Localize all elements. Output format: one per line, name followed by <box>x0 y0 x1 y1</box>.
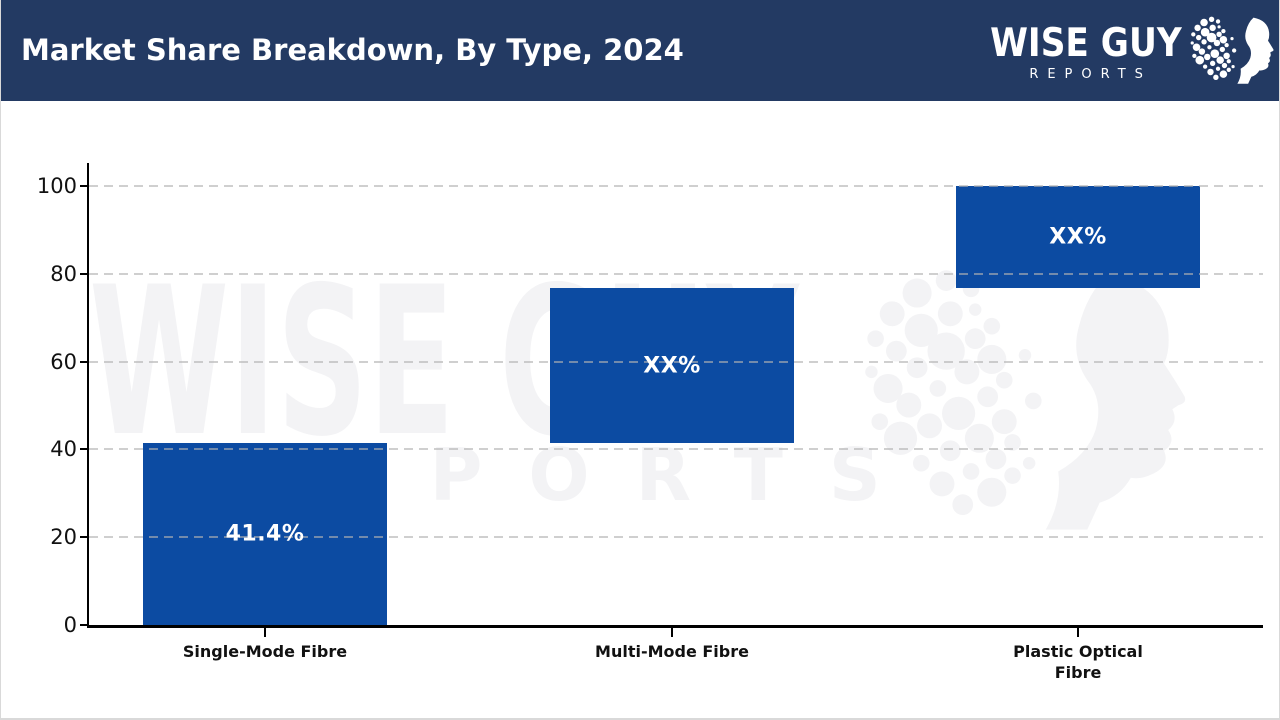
bar-3 <box>956 186 1200 288</box>
wiseguy-logo: WISE GUY REPORTS <box>977 4 1275 98</box>
category-label: Multi-Mode Fibre <box>595 641 749 662</box>
header-bar: Market Share Breakdown, By Type, 2024 WI… <box>1 0 1279 101</box>
bar-1 <box>143 443 387 625</box>
category-label-line: Multi-Mode Fibre <box>595 642 749 661</box>
y-axis-line <box>87 163 89 628</box>
gridline-80 <box>89 272 1263 275</box>
y-axis-tick-0 <box>80 624 89 626</box>
y-axis-tick-60 <box>80 360 89 363</box>
x-axis-tick-1 <box>264 628 266 637</box>
category-label-line: Plastic Optical <box>1013 642 1143 661</box>
logo-wiseguy-text: WISE GUY <box>990 20 1182 66</box>
x-axis-tick-3 <box>1077 628 1079 637</box>
y-axis-tick-label: 40 <box>50 437 77 462</box>
y-axis-tick-label: 80 <box>50 261 77 286</box>
category-label-line: Single-Mode Fibre <box>182 642 348 661</box>
gridline-60 <box>89 360 1263 363</box>
category-label-line: Fibre <box>1054 663 1102 682</box>
category-label: Plastic Optical Fibre <box>1013 641 1143 683</box>
bar-value-label: 41.4% <box>225 521 305 547</box>
gridline-100 <box>89 185 1263 187</box>
gridline-20 <box>89 536 1263 539</box>
y-axis-tick-100 <box>80 185 89 187</box>
y-axis-tick-40 <box>80 448 89 451</box>
gridline-40 <box>89 448 1263 451</box>
bar-2 <box>550 287 794 444</box>
y-axis-tick-label: 100 <box>36 174 77 198</box>
y-axis-tick-label: 60 <box>50 349 77 374</box>
page-title: Market Share Breakdown, By Type, 2024 <box>21 33 684 67</box>
logo-reports-text: REPORTS <box>1029 66 1152 82</box>
logo-head-dots-icon <box>1190 16 1274 84</box>
y-axis-tick-80 <box>80 272 89 275</box>
category-label: Single-Mode Fibre <box>183 641 347 662</box>
bar-value-label: XX% <box>643 353 701 379</box>
x-axis-tick-2 <box>671 628 673 637</box>
x-axis-line <box>87 625 1263 628</box>
logo-text: WISE GUY REPORTS <box>977 21 1195 82</box>
y-axis-tick-label: 0 <box>63 613 77 637</box>
y-axis-tick-20 <box>80 536 89 539</box>
bar-value-label: XX% <box>1049 224 1107 250</box>
y-axis-tick-label: 20 <box>50 525 77 550</box>
